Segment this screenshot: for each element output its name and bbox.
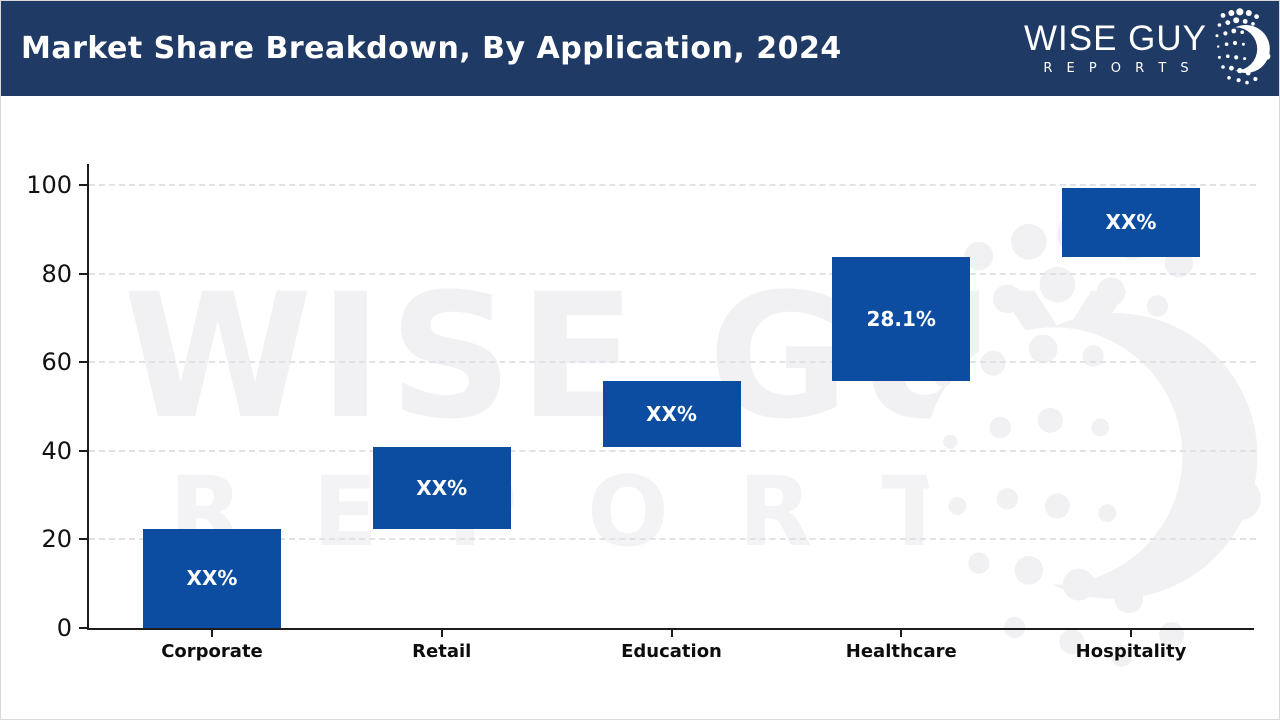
x-label-hospitality: Hospitality [1075,641,1187,662]
wiseguy-face-icon [1214,7,1271,84]
bar-hospitality: XX% [1062,188,1200,257]
x-axis-tick [900,630,903,637]
y-tick-label: 0 [56,614,72,642]
x-axis-tick [670,630,673,637]
wiseguy-logo: WISE GUY R E P O R T S [1024,1,1271,96]
y-tick-label: 80 [41,259,72,288]
gridline [89,184,1256,186]
y-axis-line [87,164,89,630]
x-axis-tick [440,630,443,637]
gridline [89,272,1256,275]
header-bar: Market Share Breakdown, By Application, … [1,1,1279,96]
y-tick-label: 40 [41,436,72,465]
logo-wordmark: WISE GUY [1023,19,1207,58]
x-axis-tick [1130,630,1132,637]
bar-healthcare: 28.1% [832,256,971,382]
bar-corporate: XX% [143,528,281,628]
gridline [89,449,1256,452]
y-axis-tick [79,272,89,275]
bar-education: XX% [602,381,741,447]
logo-subtext: R E P O R T S [1043,61,1194,76]
y-tick-label: 100 [26,171,72,199]
page-title: Market Share Breakdown, By Application, … [21,31,842,66]
y-tick-label: 60 [41,348,72,377]
y-axis-tick [79,361,89,364]
x-label-healthcare: Healthcare [845,641,957,662]
bar-value-label: 28.1% [866,307,936,331]
bar-value-label: XX% [416,475,468,500]
y-axis-tick [79,449,89,452]
x-axis-tick [211,630,213,637]
logo-text: WISE GUY R E P O R T S [1024,21,1207,76]
y-tick-label: 20 [41,525,72,554]
x-label-retail: Retail [412,641,472,662]
gridline [89,538,1256,541]
bar-value-label: XX% [1105,210,1157,235]
x-label-corporate: Corporate [161,641,263,662]
bar-value-label: XX% [186,566,238,591]
x-axis-line [87,628,1254,630]
y-axis-tick [79,184,89,186]
gridline [89,361,1256,364]
y-axis-tick [79,627,89,629]
bar-retail: XX% [372,446,511,529]
bar-value-label: XX% [646,402,697,427]
watermark-face-icon [925,213,1261,667]
chart-area: WISE GUY R E P O R T S 0 20 40 60 80 100 XX% Co… [1,96,1279,719]
y-axis-tick [79,538,89,541]
x-label-education: Education [621,641,722,662]
